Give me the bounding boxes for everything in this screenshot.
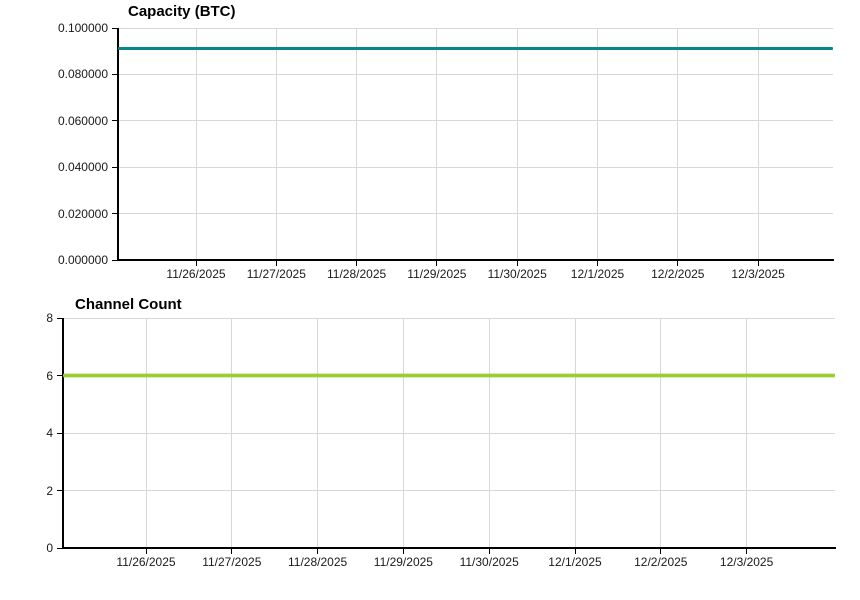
x-tick-label: 11/29/2025: [407, 267, 467, 281]
y-tick-mark: [112, 259, 118, 261]
x-gridline: [488, 318, 490, 548]
x-gridline: [317, 318, 319, 548]
x-tick-label: 11/28/2025: [288, 555, 348, 569]
y-tick-mark: [112, 166, 118, 168]
x-tick-mark: [757, 260, 759, 266]
x-tick-mark: [231, 548, 233, 554]
y-tick-label: 0.040000: [57, 160, 108, 175]
y-tick-label: 6: [46, 368, 53, 383]
y-tick-label: 0.060000: [57, 113, 108, 128]
y-gridline: [118, 73, 833, 75]
x-tick-mark: [317, 548, 319, 554]
x-gridline: [436, 28, 438, 260]
x-gridline: [757, 28, 759, 260]
y-tick-mark: [57, 317, 63, 319]
y-tick-label: 4: [46, 426, 53, 440]
x-gridline: [677, 28, 679, 260]
y-gridline: [63, 375, 835, 376]
y-gridline: [63, 490, 835, 491]
y-tick-label: 0.020000: [57, 206, 108, 221]
chart-title-channel-count: Channel Count: [75, 296, 182, 313]
x-tick-mark: [574, 548, 576, 554]
y-tick-label: 8: [46, 311, 53, 325]
y-gridline: [118, 213, 833, 215]
x-tick-mark: [145, 548, 147, 554]
y-gridline: [118, 120, 833, 122]
y-tick-mark: [112, 213, 118, 215]
x-gridline: [574, 318, 576, 548]
y-tick-label: 0.080000: [57, 67, 108, 82]
y-tick-label: 2: [46, 483, 53, 498]
y-tick-label: 0.100000: [57, 21, 108, 35]
x-tick-label: 11/29/2025: [373, 555, 433, 569]
x-tick-label: 11/27/2025: [202, 555, 262, 569]
x-tick-mark: [597, 260, 598, 266]
y-tick-mark: [57, 547, 63, 549]
series-line-channel-count: [63, 374, 835, 377]
y-axis-line: [62, 318, 64, 549]
x-tick-label: 12/3/2025: [719, 555, 774, 569]
x-tick-mark: [488, 548, 490, 554]
x-tick-mark: [356, 260, 358, 266]
y-axis-line: [117, 28, 119, 261]
x-tick-label: 11/28/2025: [327, 267, 387, 281]
y-gridline: [118, 166, 833, 168]
y-tick-mark: [57, 432, 63, 434]
y-tick-mark: [57, 375, 63, 376]
x-gridline: [660, 318, 662, 548]
x-tick-label: 12/2/2025: [651, 267, 705, 281]
x-axis-line: [117, 259, 834, 261]
x-tick-label: 11/26/2025: [116, 555, 176, 569]
x-axis-line: [62, 547, 836, 549]
x-gridline: [402, 318, 404, 548]
x-tick-label: 11/26/2025: [166, 267, 226, 281]
x-tick-mark: [436, 260, 438, 266]
x-tick-mark: [677, 260, 679, 266]
x-tick-mark: [275, 260, 277, 266]
x-tick-mark: [402, 548, 404, 554]
x-gridline: [516, 28, 518, 260]
x-gridline: [231, 318, 233, 548]
x-gridline: [356, 28, 358, 260]
chart-title-capacity: Capacity (BTC): [128, 3, 236, 20]
x-tick-label: 12/3/2025: [731, 267, 785, 281]
x-tick-label: 12/1/2025: [548, 555, 602, 569]
y-tick-mark: [112, 73, 118, 75]
y-gridline: [118, 27, 833, 29]
y-gridline: [63, 317, 835, 319]
x-tick-label: 11/27/2025: [246, 267, 306, 281]
x-tick-mark: [195, 260, 197, 266]
x-tick-label: 11/30/2025: [487, 267, 547, 281]
x-gridline: [597, 28, 598, 260]
x-gridline: [746, 318, 748, 548]
x-gridline: [195, 28, 197, 260]
x-tick-label: 12/2/2025: [634, 555, 688, 569]
y-tick-label: 0.000000: [57, 253, 108, 267]
y-gridline: [63, 432, 835, 434]
x-tick-label: 11/30/2025: [459, 555, 519, 569]
y-tick-mark: [112, 120, 118, 122]
y-tick-mark: [112, 27, 118, 29]
x-tick-label: 12/1/2025: [570, 267, 625, 281]
y-tick-mark: [57, 490, 63, 491]
x-tick-mark: [746, 548, 748, 554]
x-tick-mark: [660, 548, 662, 554]
x-gridline: [275, 28, 277, 260]
y-tick-label: 0: [46, 541, 53, 555]
series-line-capacity: [118, 46, 833, 50]
x-tick-mark: [516, 260, 518, 266]
x-gridline: [145, 318, 147, 548]
